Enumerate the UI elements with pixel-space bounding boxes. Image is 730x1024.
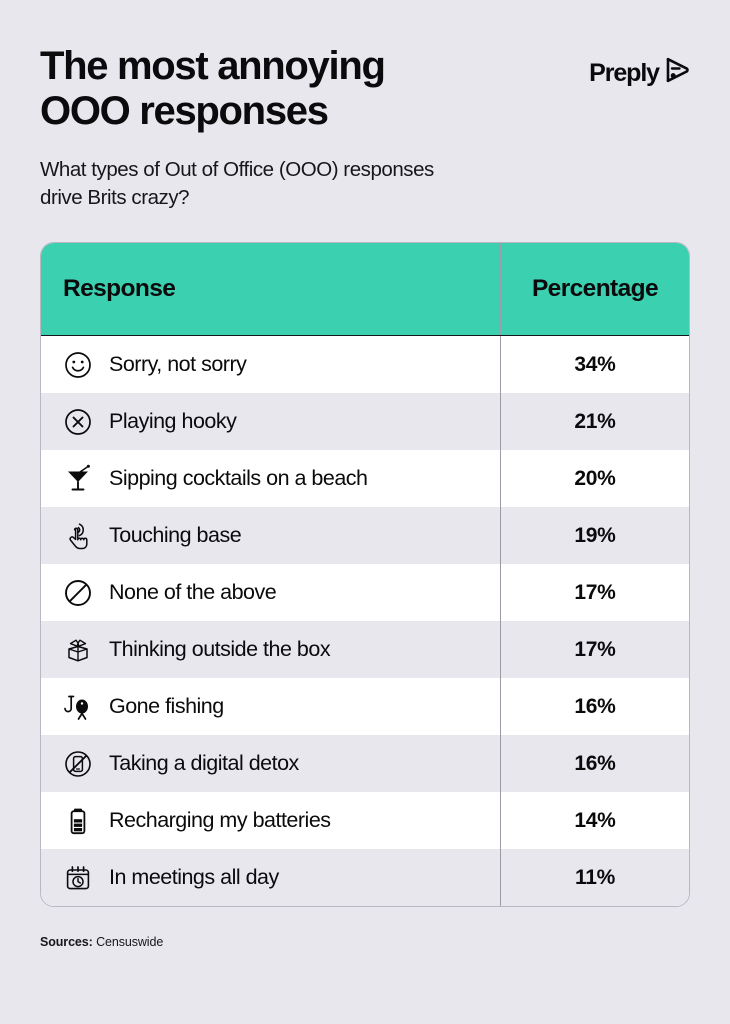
sources-value: Censuswide [96, 935, 164, 950]
table-header-row: Response Percentage [41, 243, 689, 337]
row-response-cell: None of the above [41, 564, 501, 622]
row-response-label: Thinking outside the box [109, 637, 331, 662]
row-percentage-value: 17% [574, 637, 616, 661]
responses-table: Response Percentage Sorry, not sorry [40, 242, 690, 908]
smiley-face-icon [61, 348, 95, 382]
row-response-cell: Taking a digital detox [41, 735, 501, 793]
tapping-hand-icon [61, 519, 95, 553]
sources-label: Sources: [40, 935, 93, 950]
row-response-label: Sorry, not sorry [109, 352, 247, 377]
row-percentage-value: 19% [574, 523, 616, 547]
sources-line: Sources: Censuswide [40, 935, 690, 949]
row-percentage-cell: 17% [501, 621, 689, 678]
row-response-label: None of the above [109, 580, 277, 605]
row-response-cell: Sipping cocktails on a beach [41, 450, 501, 508]
table-row: Gone fishing 16% [41, 678, 689, 736]
preply-logo: Preply [589, 40, 690, 90]
prohibition-sign-icon [61, 576, 95, 610]
table-row: None of the above 17% [41, 564, 689, 622]
row-percentage-value: 17% [574, 580, 616, 604]
row-percentage-value: 20% [574, 466, 616, 490]
row-response-label: Gone fishing [109, 694, 224, 719]
row-response-label: Touching base [109, 523, 242, 548]
table-row: Thinking outside the box 17% [41, 621, 689, 679]
table-row: Taking a digital detox 16% [41, 735, 689, 793]
row-percentage-value: 21% [574, 409, 616, 433]
circle-x-icon [61, 405, 95, 439]
row-response-cell: Touching base [41, 507, 501, 565]
row-percentage-cell: 20% [501, 450, 689, 507]
row-percentage-cell: 14% [501, 792, 689, 849]
row-percentage-value: 14% [574, 808, 616, 832]
column-header-percentage: Percentage [501, 243, 689, 335]
row-response-cell: Recharging my batteries [41, 792, 501, 850]
row-response-cell: In meetings all day [41, 849, 501, 907]
table-row: Playing hooky 21% [41, 393, 689, 451]
row-percentage-cell: 19% [501, 507, 689, 564]
cocktail-glass-icon [61, 462, 95, 496]
page-title-line-1: The most annoying [40, 44, 386, 88]
row-response-label: Recharging my batteries [109, 808, 331, 833]
row-response-label: Sipping cocktails on a beach [109, 466, 368, 491]
row-percentage-value: 34% [574, 352, 616, 376]
table-row: Recharging my batteries 14% [41, 792, 689, 850]
row-response-label: Taking a digital detox [109, 751, 299, 776]
header-area: The most annoying OOO responses Preply [40, 40, 690, 134]
row-percentage-cell: 11% [501, 849, 689, 906]
row-response-label: Playing hooky [109, 409, 237, 434]
row-response-cell: Gone fishing [41, 678, 501, 736]
table-row: Sipping cocktails on a beach 20% [41, 450, 689, 508]
battery-icon [61, 804, 95, 838]
calendar-clock-icon [61, 861, 95, 895]
row-percentage-cell: 34% [501, 336, 689, 393]
open-box-icon [61, 633, 95, 667]
row-response-cell: Sorry, not sorry [41, 336, 501, 394]
column-header-percentage-label: Percentage [531, 275, 659, 303]
row-percentage-value: 11% [575, 865, 615, 889]
table-row: Touching base 19% [41, 507, 689, 565]
page-title-line-2: OOO responses [40, 88, 329, 133]
fishing-hook-fish-icon [61, 690, 95, 724]
no-phone-icon [61, 747, 95, 781]
row-percentage-cell: 21% [501, 393, 689, 450]
row-response-cell: Playing hooky [41, 393, 501, 451]
row-percentage-cell: 16% [501, 678, 689, 735]
preply-wordmark: Preply [589, 58, 660, 87]
row-percentage-cell: 17% [501, 564, 689, 621]
row-response-label: In meetings all day [109, 865, 279, 890]
table-row: In meetings all day 11% [41, 849, 689, 907]
column-header-response-label: Response [63, 275, 176, 303]
column-header-response: Response [41, 243, 501, 336]
table-row: Sorry, not sorry 34% [41, 336, 689, 394]
page-subtitle: What types of Out of Office (OOO) respon… [40, 157, 434, 209]
page-title: The most annoying OOO responses [40, 40, 386, 134]
preply-speech-arrow-icon [664, 56, 690, 90]
row-percentage-cell: 16% [501, 735, 689, 792]
row-percentage-value: 16% [574, 751, 616, 775]
row-response-cell: Thinking outside the box [41, 621, 501, 679]
row-percentage-value: 16% [574, 694, 616, 718]
